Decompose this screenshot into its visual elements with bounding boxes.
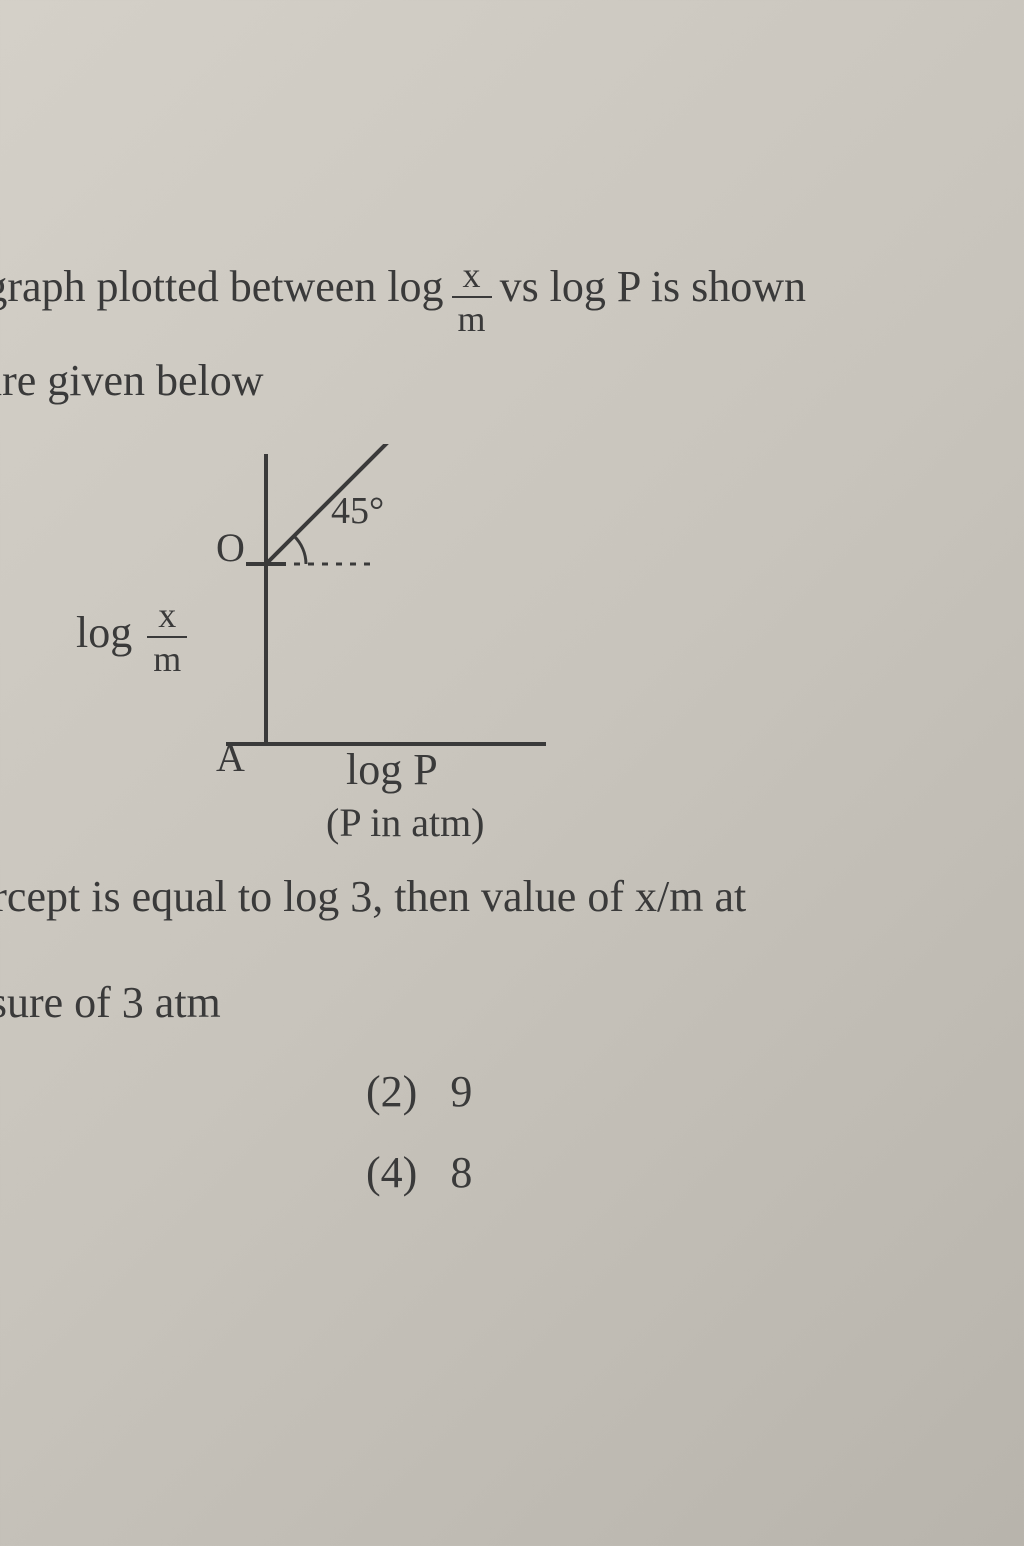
- slope-line: [266, 444, 406, 564]
- option-1: (1) 2: [0, 1066, 306, 1117]
- option-2-label: (2): [366, 1067, 417, 1116]
- figure: log x m O A 45° log P (P in atm): [66, 444, 566, 824]
- question-block: 16. A graph plotted between log x m vs l…: [0, 174, 1024, 1238]
- option-4: (4) 8: [366, 1147, 786, 1198]
- graph-svg: [206, 444, 566, 764]
- option-3: (3) 6: [0, 1147, 306, 1198]
- fraction-num-2: x: [147, 594, 187, 638]
- option-2: (2) 9: [366, 1066, 786, 1117]
- fraction-xm-2: x m: [147, 594, 187, 680]
- question-line-1: 16. A graph plotted between log x m vs l…: [0, 254, 1024, 340]
- option-4-label: (4): [366, 1148, 417, 1197]
- question-text-part1: A graph plotted between log: [0, 262, 444, 311]
- options-grid: (1) 2 (2) 9 (3) 6 (4) 8: [0, 1066, 786, 1198]
- angle-arc: [294, 536, 306, 564]
- question-text-part2: vs log P is shown: [500, 262, 806, 311]
- option-4-value: 8: [450, 1148, 472, 1197]
- x-axis-label: log P: [346, 744, 438, 795]
- question-line-2: in figure given below: [0, 356, 264, 405]
- y-axis-label: log x m: [76, 594, 191, 680]
- page-content: 16. A graph plotted between log x m vs l…: [0, 174, 1024, 1198]
- option-2-value: 9: [450, 1067, 472, 1116]
- fraction-den: m: [452, 298, 492, 340]
- follow-line-2: a pressure of 3 atm: [0, 970, 1024, 1036]
- fraction-den-2: m: [147, 638, 187, 680]
- follow-line-1: If intercept is equal to log 3, then val…: [0, 864, 1024, 930]
- x-axis-sublabel: (P in atm): [326, 799, 485, 846]
- fraction-num: x: [452, 254, 492, 298]
- y-label-prefix: log: [76, 608, 132, 657]
- fraction-xm-1: x m: [452, 254, 492, 340]
